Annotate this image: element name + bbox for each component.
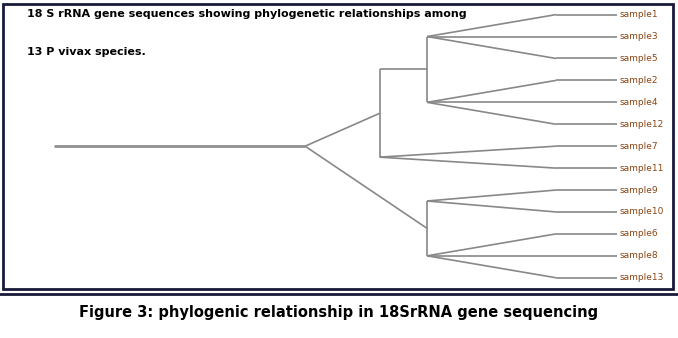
Text: sample9: sample9 bbox=[620, 186, 658, 195]
Text: sample6: sample6 bbox=[620, 230, 658, 238]
Text: 13 P vivax species.: 13 P vivax species. bbox=[27, 47, 146, 57]
Text: 18 S rRNA gene sequences showing phylogenetic relationships among: 18 S rRNA gene sequences showing phyloge… bbox=[27, 9, 466, 19]
Text: sample10: sample10 bbox=[620, 208, 664, 216]
Text: sample4: sample4 bbox=[620, 98, 658, 107]
Text: sample3: sample3 bbox=[620, 32, 658, 41]
Text: sample5: sample5 bbox=[620, 54, 658, 63]
Text: sample7: sample7 bbox=[620, 142, 658, 151]
Text: sample12: sample12 bbox=[620, 120, 664, 129]
Text: sample11: sample11 bbox=[620, 164, 664, 173]
Text: sample8: sample8 bbox=[620, 251, 658, 260]
Text: sample13: sample13 bbox=[620, 273, 664, 282]
Text: sample1: sample1 bbox=[620, 10, 658, 19]
Text: sample2: sample2 bbox=[620, 76, 658, 85]
Text: Figure 3: phylogenic relationship in 18SrRNA gene sequencing: Figure 3: phylogenic relationship in 18S… bbox=[79, 306, 599, 320]
